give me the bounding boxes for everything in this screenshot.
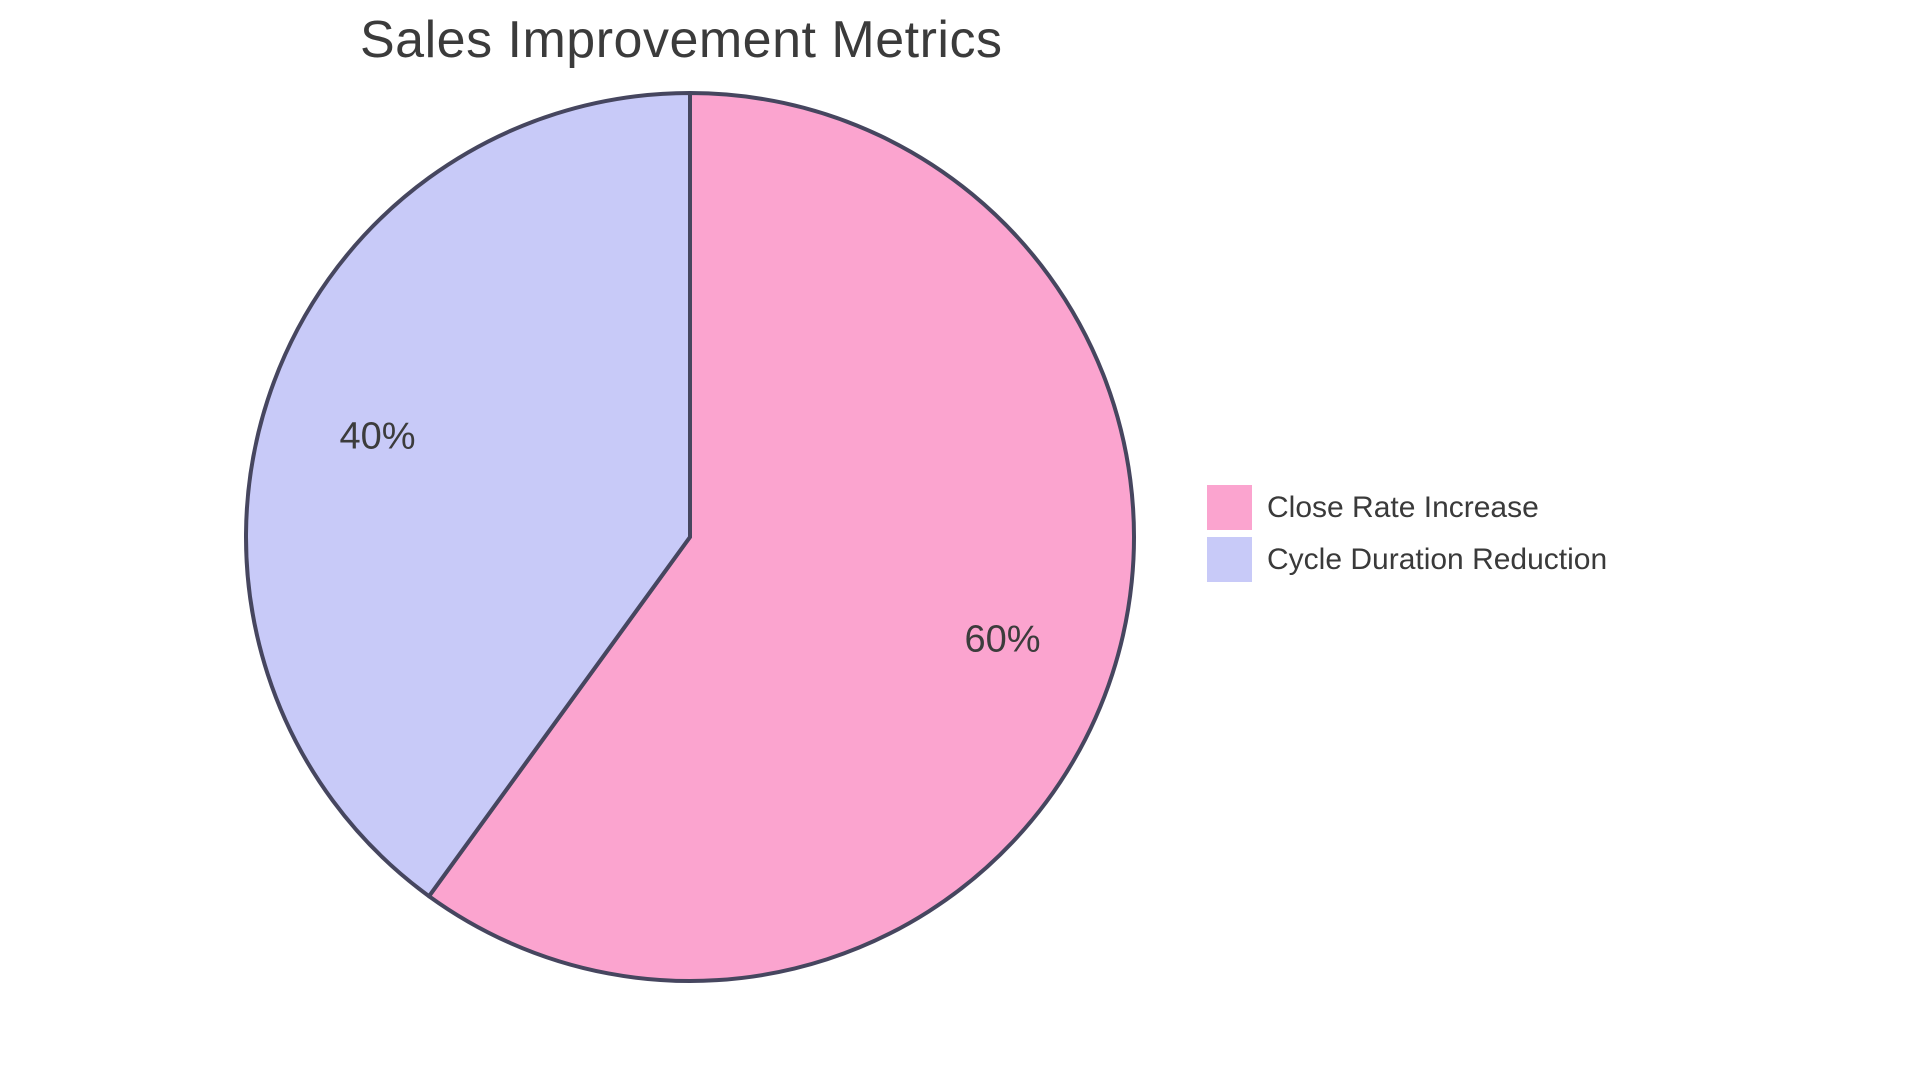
legend: Close Rate Increase Cycle Duration Reduc… — [1207, 485, 1607, 582]
legend-label: Cycle Duration Reduction — [1267, 542, 1608, 576]
chart-title: Sales Improvement Metrics — [360, 11, 1003, 69]
legend-item: Close Rate Increase — [1207, 485, 1607, 530]
legend-label: Close Rate Increase — [1267, 490, 1539, 524]
legend-swatch — [1207, 537, 1252, 582]
legend-swatch — [1207, 485, 1252, 530]
pie-slice-1 — [243, 91, 692, 899]
slice-label: 40% — [339, 416, 415, 458]
slice-label: 60% — [964, 619, 1040, 661]
legend-item: Cycle Duration Reduction — [1207, 537, 1607, 582]
pie-slice-0 — [427, 91, 1136, 983]
